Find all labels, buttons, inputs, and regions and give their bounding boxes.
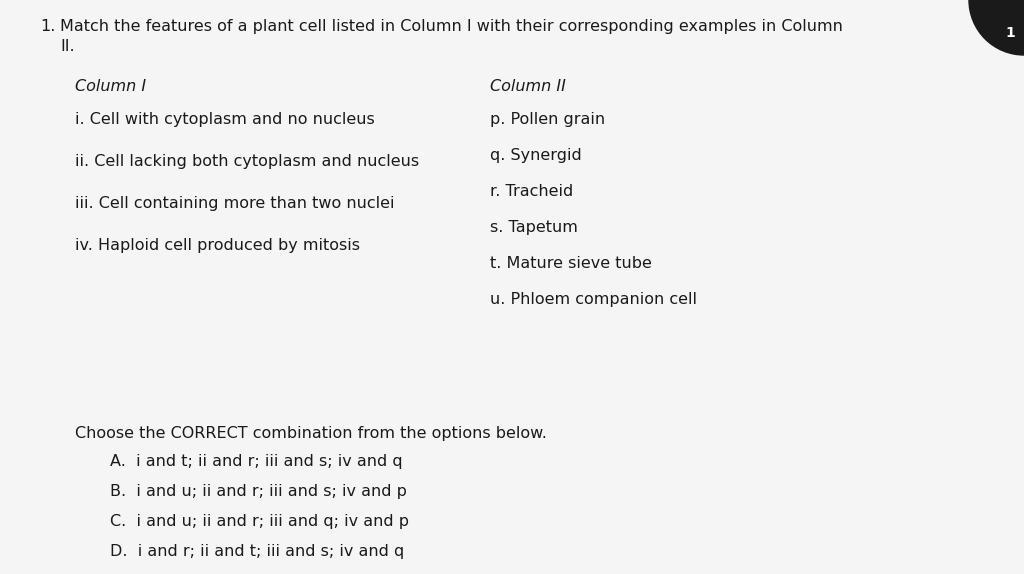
Text: II.: II. [60,39,75,54]
Text: 1.: 1. [40,19,55,34]
Text: ii. Cell lacking both cytoplasm and nucleus: ii. Cell lacking both cytoplasm and nucl… [75,154,419,169]
Text: Match the features of a plant cell listed in Column I with their corresponding e: Match the features of a plant cell liste… [60,19,843,34]
Circle shape [969,0,1024,55]
Text: q. Synergid: q. Synergid [490,148,582,163]
Text: Column II: Column II [490,79,566,94]
Text: t. Mature sieve tube: t. Mature sieve tube [490,256,652,271]
Text: Choose the CORRECT combination from the options below.: Choose the CORRECT combination from the … [75,426,547,441]
Text: C.  i and u; ii and r; iii and q; iv and p: C. i and u; ii and r; iii and q; iv and … [110,514,409,529]
Text: 1: 1 [1006,26,1015,40]
Text: u. Phloem companion cell: u. Phloem companion cell [490,292,697,307]
Text: iv. Haploid cell produced by mitosis: iv. Haploid cell produced by mitosis [75,238,360,253]
Text: A.  i and t; ii and r; iii and s; iv and q: A. i and t; ii and r; iii and s; iv and … [110,454,402,469]
Text: D.  i and r; ii and t; iii and s; iv and q: D. i and r; ii and t; iii and s; iv and … [110,544,404,559]
Text: s. Tapetum: s. Tapetum [490,220,578,235]
Text: iii. Cell containing more than two nuclei: iii. Cell containing more than two nucle… [75,196,394,211]
Text: r. Tracheid: r. Tracheid [490,184,573,199]
Text: i. Cell with cytoplasm and no nucleus: i. Cell with cytoplasm and no nucleus [75,112,375,127]
Text: Column I: Column I [75,79,146,94]
Text: p. Pollen grain: p. Pollen grain [490,112,605,127]
Text: B.  i and u; ii and r; iii and s; iv and p: B. i and u; ii and r; iii and s; iv and … [110,484,407,499]
